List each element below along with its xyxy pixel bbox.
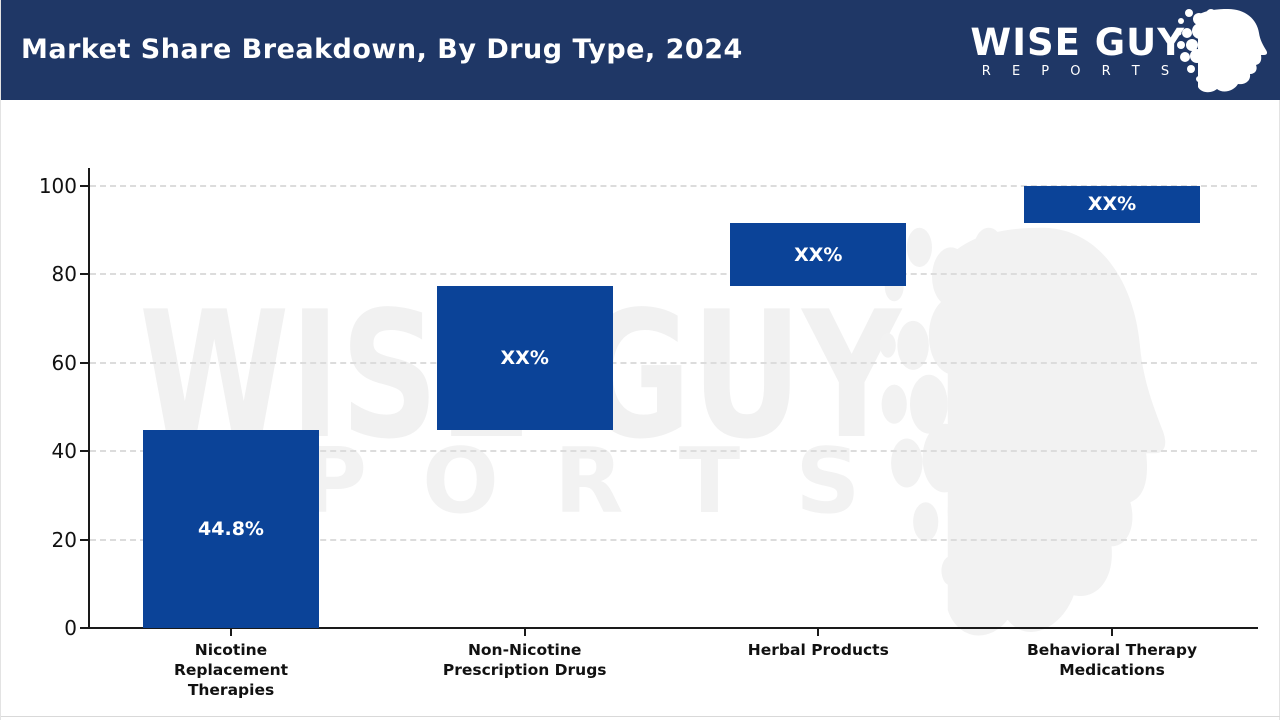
x-tick-mark	[523, 629, 526, 636]
x-tick-mark	[230, 629, 232, 636]
x-tick-mark	[817, 629, 820, 636]
bar-value-label: 44.8%	[198, 517, 264, 540]
bar: 44.8%	[143, 429, 319, 628]
gridline	[90, 184, 1257, 187]
x-category-label: Non-Nicotine Prescription Drugs	[442, 641, 607, 679]
gridline	[90, 450, 1257, 452]
logo-sub-text: R E P O R T S	[981, 63, 1178, 79]
y-tick-label: 40	[51, 439, 77, 463]
gridline	[90, 361, 1257, 364]
y-tick-mark	[80, 627, 88, 629]
x-category-label: Nicotine Replacement Therapies	[173, 641, 289, 699]
y-tick-label: 80	[51, 262, 77, 286]
logo-text: WISE GUY R E P O R T S	[970, 20, 1185, 79]
bar-value-label: XX%	[500, 347, 549, 370]
bar: XX%	[1024, 185, 1200, 224]
page-title: Market Share Breakdown, By Drug Type, 20…	[21, 34, 743, 65]
wise-guy-logo: WISE GUY R E P O R T S	[970, 6, 1275, 96]
y-tick-mark	[80, 184, 88, 187]
bar: XX%	[730, 223, 907, 287]
y-tick-label: 60	[51, 350, 77, 375]
y-tick-label: 0	[64, 616, 77, 640]
header-banner: Market Share Breakdown, By Drug Type, 20…	[1, 0, 1280, 100]
watermark-line2: P O R T S	[301, 429, 872, 534]
logo-brand-text: WISE GUY	[970, 20, 1185, 64]
bar: XX%	[436, 286, 613, 430]
logo-face-icon	[1176, 9, 1268, 93]
y-tick-mark	[80, 450, 88, 452]
y-tick-mark	[80, 273, 88, 275]
x-tick-mark	[1111, 629, 1113, 636]
gridline	[90, 273, 1257, 275]
x-category-label: Behavioral Therapy Medications	[1026, 641, 1198, 679]
bar-value-label: XX%	[794, 243, 843, 266]
y-tick-mark	[80, 361, 88, 364]
y-axis-line	[88, 168, 90, 629]
gridline	[90, 538, 1257, 541]
y-tick-label: 20	[51, 527, 77, 552]
x-category-label: Herbal Products	[747, 641, 889, 659]
y-tick-mark	[80, 538, 88, 541]
y-tick-label: 100	[38, 173, 77, 198]
x-axis-line	[88, 627, 1258, 629]
bar-value-label: XX%	[1087, 193, 1137, 216]
footer-divider	[1, 716, 1280, 717]
